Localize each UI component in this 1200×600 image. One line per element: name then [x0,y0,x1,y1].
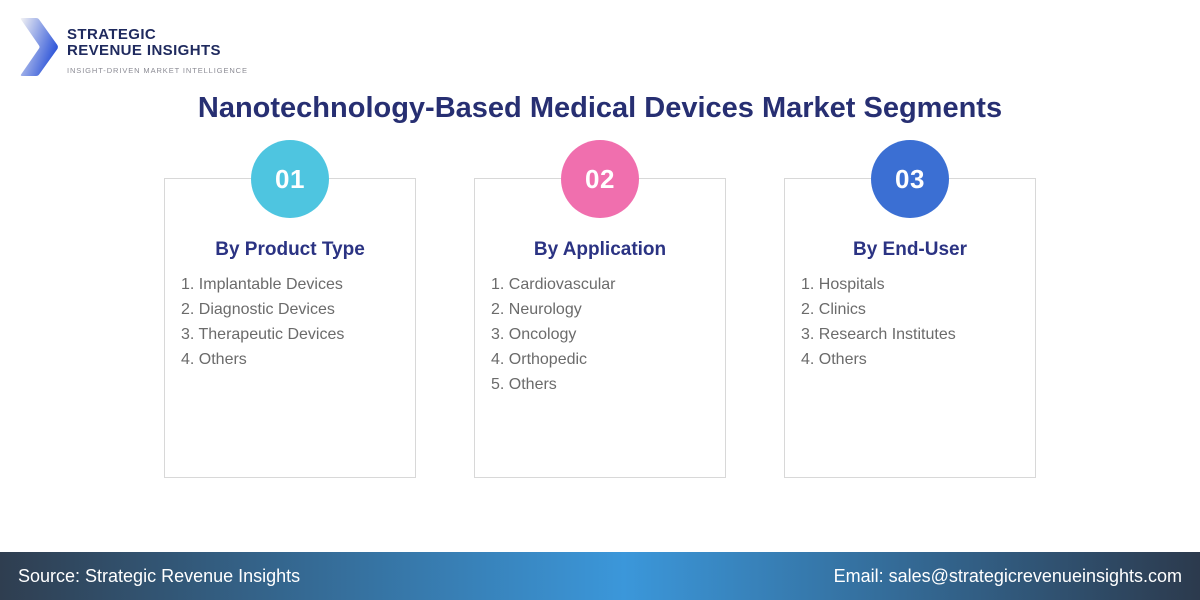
brand-tagline: INSIGHT-DRIVEN MARKET INTELLIGENCE [67,66,248,76]
card-by-end-user: 03 By End-User 1. Hospitals 2. Clinics 3… [784,140,1036,478]
card-heading-product-type: By Product Type [215,239,365,260]
brand-name: STRATEGIC REVENUE INSIGHTS [67,25,221,59]
card-heading-application: By Application [533,239,667,260]
brand-logo: STRATEGIC REVENUE INSIGHTS INSIGHT-DRIVE… [20,18,248,76]
footer-bar: Source: Strategic Revenue Insights Email… [0,552,1200,600]
list-item: 4. Others [801,351,867,368]
list-item: 4. Others [181,351,247,368]
list-item: 5. Others [491,376,557,393]
segments-row: 01 By Product Type 1. Implantable Device… [0,140,1200,478]
card-heading-end-user: By End-User [852,239,968,260]
card-list-end-user: 1. Hospitals 2. Clinics 3. Research Inst… [785,272,1035,372]
brand-text-block: STRATEGIC REVENUE INSIGHTS INSIGHT-DRIVE… [67,19,248,75]
list-item: 1. Hospitals [801,276,885,293]
list-item: 2. Diagnostic Devices [181,301,335,318]
list-item: 1. Cardiovascular [491,276,616,293]
list-item: 3. Research Institutes [801,326,956,343]
footer-source: Source: Strategic Revenue Insights [18,565,301,586]
badge-03: 03 [871,140,949,218]
card-by-product-type: 01 By Product Type 1. Implantable Device… [164,140,416,478]
list-item: 1. Implantable Devices [181,276,343,293]
list-item: 2. Neurology [491,301,582,318]
list-item: 3. Oncology [491,326,577,343]
card-list-product-type: 1. Implantable Devices 2. Diagnostic Dev… [165,272,415,372]
card-by-application: 02 By Application 1. Cardiovascular 2. N… [474,140,726,478]
page-title: Nanotechnology-Based Medical Devices Mar… [197,92,1003,124]
chevron-arrow-icon [20,18,58,76]
list-item: 3. Therapeutic Devices [181,326,345,343]
list-item: 4. Orthopedic [491,351,588,368]
card-list-application: 1. Cardiovascular 2. Neurology 3. Oncolo… [475,272,725,397]
footer-email: Email: sales@strategicrevenueinsights.co… [833,565,1182,586]
badge-02: 02 [561,140,639,218]
list-item: 2. Clinics [801,301,866,318]
badge-01: 01 [251,140,329,218]
